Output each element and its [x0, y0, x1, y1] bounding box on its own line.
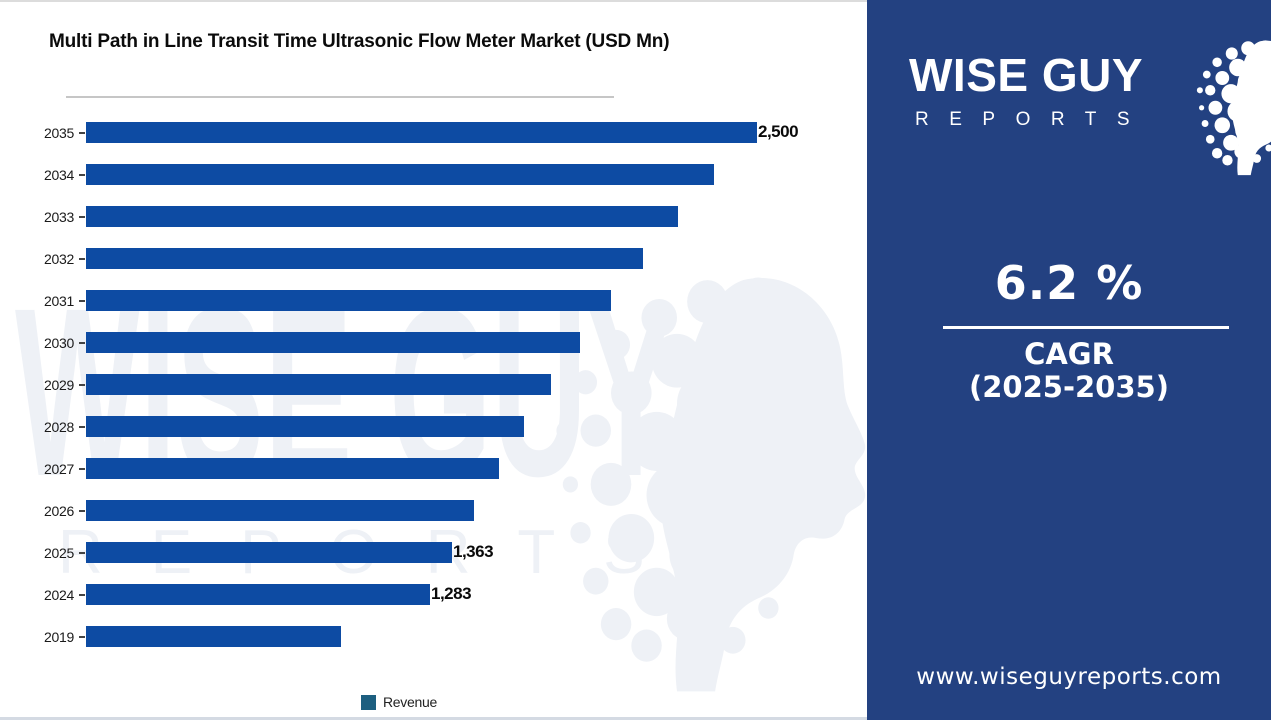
revenue-bar	[86, 248, 643, 269]
y-axis-label: 2028	[44, 419, 74, 435]
revenue-bar	[86, 584, 430, 605]
y-axis-tick	[79, 468, 85, 470]
y-axis-label: 2031	[44, 293, 74, 309]
bar-row: 2033	[0, 196, 867, 238]
y-axis-label: 2027	[44, 461, 74, 477]
revenue-bar	[86, 164, 714, 185]
bar-row: 2025 1,363	[0, 532, 867, 574]
y-axis-tick	[79, 300, 85, 302]
y-axis-label: 2034	[44, 167, 74, 183]
brand-logo: WISE GUY REPORTS	[909, 50, 1255, 180]
bar-row: 2028	[0, 406, 867, 448]
y-axis-tick	[79, 174, 85, 176]
y-axis-tick	[79, 132, 85, 134]
title-divider	[66, 96, 614, 98]
bar-row: 2027	[0, 448, 867, 490]
y-axis-tick	[79, 342, 85, 344]
bar-row: 2034	[0, 154, 867, 196]
cagr-divider	[943, 326, 1229, 329]
brand-head-icon	[1193, 36, 1271, 176]
bar-value-label: 1,283	[431, 584, 472, 603]
y-axis-tick	[79, 510, 85, 512]
bar-row: 2019	[0, 616, 867, 658]
y-axis-label: 2030	[44, 335, 74, 351]
y-axis-tick	[79, 216, 85, 218]
plot-rows: 2035 2,500 2034 2033 2032 2031 2030 2029 2028 202…	[0, 112, 867, 658]
brand-logo-subtitle: REPORTS	[915, 108, 1151, 130]
bar-row: 2029	[0, 364, 867, 406]
bottom-border	[0, 717, 867, 720]
revenue-bar	[86, 332, 580, 353]
revenue-bar	[86, 416, 524, 437]
revenue-bar	[86, 122, 757, 143]
website-url: www.wiseguyreports.com	[916, 664, 1222, 690]
legend-swatch-revenue	[361, 694, 376, 710]
revenue-bar	[86, 542, 452, 563]
legend: Revenue	[361, 694, 437, 710]
chart-title: Multi Path in Line Transit Time Ultrason…	[49, 31, 670, 52]
y-axis-label: 2026	[44, 503, 74, 519]
brand-panel: WISE GUY REPORTS 6.2 % CAGR (2025-2035) …	[867, 0, 1271, 720]
y-axis-label: 2025	[44, 545, 74, 561]
cagr-value: 6.2 %	[994, 256, 1144, 310]
brand-logo-wordmark: WISE GUY	[909, 49, 1144, 101]
bar-row: 2026	[0, 490, 867, 532]
revenue-bar	[86, 500, 474, 521]
revenue-bar	[86, 290, 611, 311]
bar-value-label: 1,363	[453, 542, 494, 561]
y-axis-label: 2033	[44, 209, 74, 225]
bar-row: 2032	[0, 238, 867, 280]
revenue-bar	[86, 206, 678, 227]
cagr-label-line1: CAGR	[1024, 337, 1114, 371]
legend-label: Revenue	[383, 694, 437, 710]
bar-row: 2035 2,500	[0, 112, 867, 154]
y-axis-label: 2024	[44, 587, 74, 603]
bar-value-label: 2,500	[758, 122, 799, 141]
chart-area: WISE GUY REPORTS Multi Path in Line Tran…	[0, 0, 867, 720]
bar-row: 2024 1,283	[0, 574, 867, 616]
y-axis-tick	[79, 426, 85, 428]
y-axis-label: 2032	[44, 251, 74, 267]
bar-row: 2030	[0, 322, 867, 364]
cagr-label-line2: (2025-2035)	[969, 370, 1169, 405]
y-axis-tick	[79, 636, 85, 638]
y-axis-label: 2035	[44, 125, 74, 141]
y-axis-label: 2029	[44, 377, 74, 393]
y-axis-label: 2019	[44, 629, 74, 645]
y-axis-tick	[79, 258, 85, 260]
y-axis-tick	[79, 552, 85, 554]
y-axis-tick	[79, 594, 85, 596]
revenue-bar	[86, 458, 499, 479]
revenue-bar	[86, 374, 551, 395]
y-axis-tick	[79, 384, 85, 386]
cagr-label: CAGR (2025-2035)	[867, 337, 1271, 405]
revenue-bar	[86, 626, 341, 647]
bar-row: 2031	[0, 280, 867, 322]
